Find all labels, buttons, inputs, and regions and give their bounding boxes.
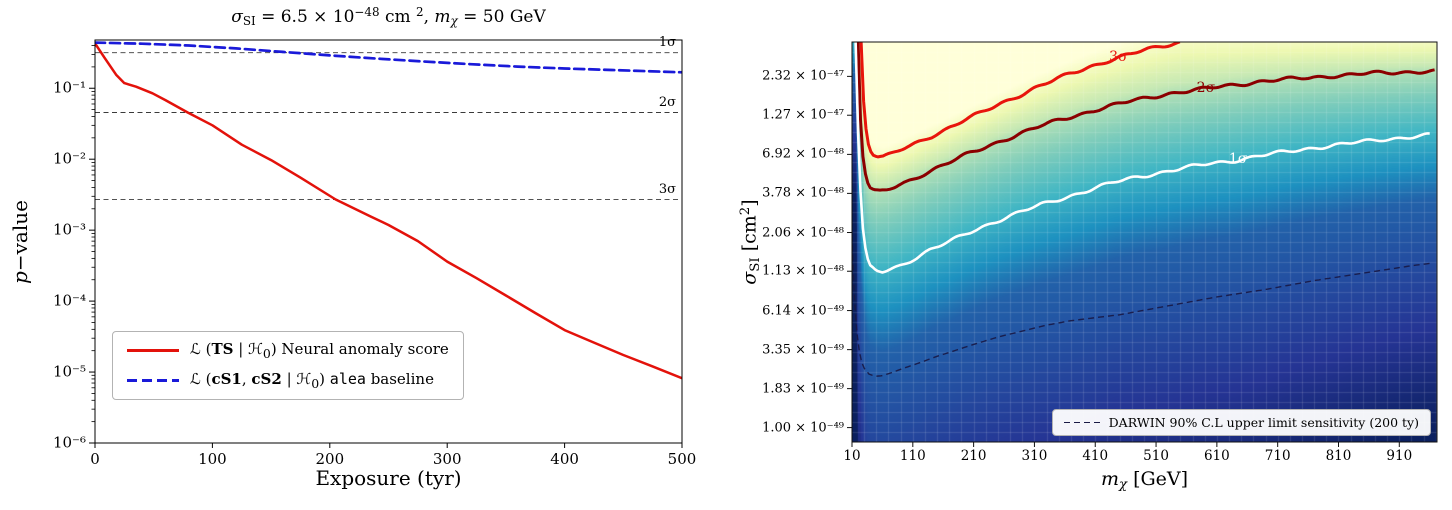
darwin-upper-limit-line — [852, 234, 1434, 377]
contour-3sigma-line — [859, 42, 1181, 159]
pvalue-plot-svg — [89, 39, 683, 448]
plot-frame — [94, 39, 683, 444]
curves-group — [852, 42, 1435, 377]
alea-baseline-line — [95, 41, 682, 74]
contour-1sigma-line — [854, 42, 1430, 274]
heatmap-overlay-svg — [847, 41, 1438, 447]
contour-2sigma-line — [856, 42, 1435, 192]
neural-anomaly-score-line — [95, 42, 682, 380]
series-group — [95, 41, 682, 380]
plot-frame — [851, 41, 1438, 443]
pvalue-chart: 1σ 2σ 3σ 0 100 200 300 400 500 10⁻¹ 10⁻² 10⁻³ 10⁻⁴ 10… — [8, 6, 696, 488]
